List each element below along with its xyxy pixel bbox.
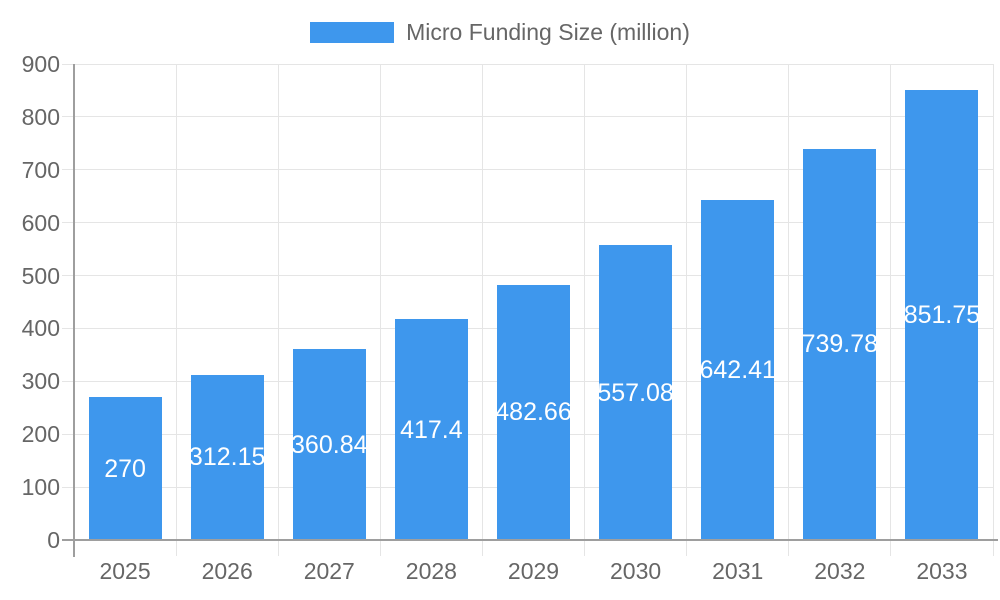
y-tick-label-500: 500 bbox=[21, 262, 60, 289]
x-tick-label-2026: 2026 bbox=[201, 558, 253, 584]
gridline-vertical bbox=[379, 64, 381, 556]
y-tick-label-900: 900 bbox=[21, 51, 60, 77]
bar-2033[interactable] bbox=[905, 89, 979, 540]
bar-2026[interactable] bbox=[190, 374, 264, 540]
y-tick-label-300: 300 bbox=[21, 368, 60, 395]
bar-2029[interactable] bbox=[497, 284, 570, 540]
x-tick-label-2031: 2031 bbox=[712, 558, 764, 584]
gridline-horizontal bbox=[62, 63, 993, 65]
legend-label: Micro Funding Size (million) bbox=[406, 19, 690, 45]
gridline-horizontal bbox=[62, 222, 993, 224]
bar-2030[interactable] bbox=[599, 245, 673, 540]
y-tick-label-0: 0 bbox=[47, 527, 60, 553]
gridline-vertical bbox=[584, 64, 586, 556]
gridline-vertical bbox=[890, 64, 892, 556]
gridline-horizontal bbox=[62, 116, 993, 118]
gridline-vertical bbox=[992, 64, 994, 556]
gridline-vertical bbox=[788, 64, 790, 556]
x-tick-label-2028: 2028 bbox=[405, 558, 457, 584]
gridline-vertical bbox=[481, 64, 483, 556]
x-tick-label-2025: 2025 bbox=[99, 558, 151, 584]
y-tick-label-600: 600 bbox=[21, 209, 60, 236]
x-tick-label-2027: 2027 bbox=[303, 558, 355, 584]
y-axis-line bbox=[73, 64, 75, 557]
gridline-vertical bbox=[277, 64, 279, 556]
bar-2032[interactable] bbox=[803, 148, 877, 540]
y-tick-label-400: 400 bbox=[21, 315, 60, 342]
bar-2025[interactable] bbox=[88, 397, 162, 540]
gridline-vertical bbox=[175, 64, 177, 556]
gridline-vertical bbox=[686, 64, 688, 556]
x-tick-label-2029: 2029 bbox=[507, 558, 560, 584]
x-tick-label-2030: 2030 bbox=[610, 558, 662, 584]
legend-swatch-icon bbox=[310, 21, 395, 43]
gridline-horizontal bbox=[62, 275, 993, 277]
y-tick-label-200: 200 bbox=[21, 421, 60, 448]
x-tick-label-2033: 2033 bbox=[916, 558, 968, 584]
y-tick-label-700: 700 bbox=[21, 156, 60, 183]
legend[interactable]: Micro Funding Size (million) bbox=[0, 16, 1000, 48]
bar-2031[interactable] bbox=[701, 200, 775, 540]
x-tick-label-2032: 2032 bbox=[814, 558, 866, 584]
y-tick-label-100: 100 bbox=[21, 474, 60, 501]
y-tick-label-800: 800 bbox=[21, 103, 60, 130]
gridline-horizontal bbox=[62, 169, 993, 171]
bar-2028[interactable] bbox=[394, 319, 468, 540]
bar-2027[interactable] bbox=[292, 349, 366, 540]
x-axis-line bbox=[62, 539, 998, 541]
